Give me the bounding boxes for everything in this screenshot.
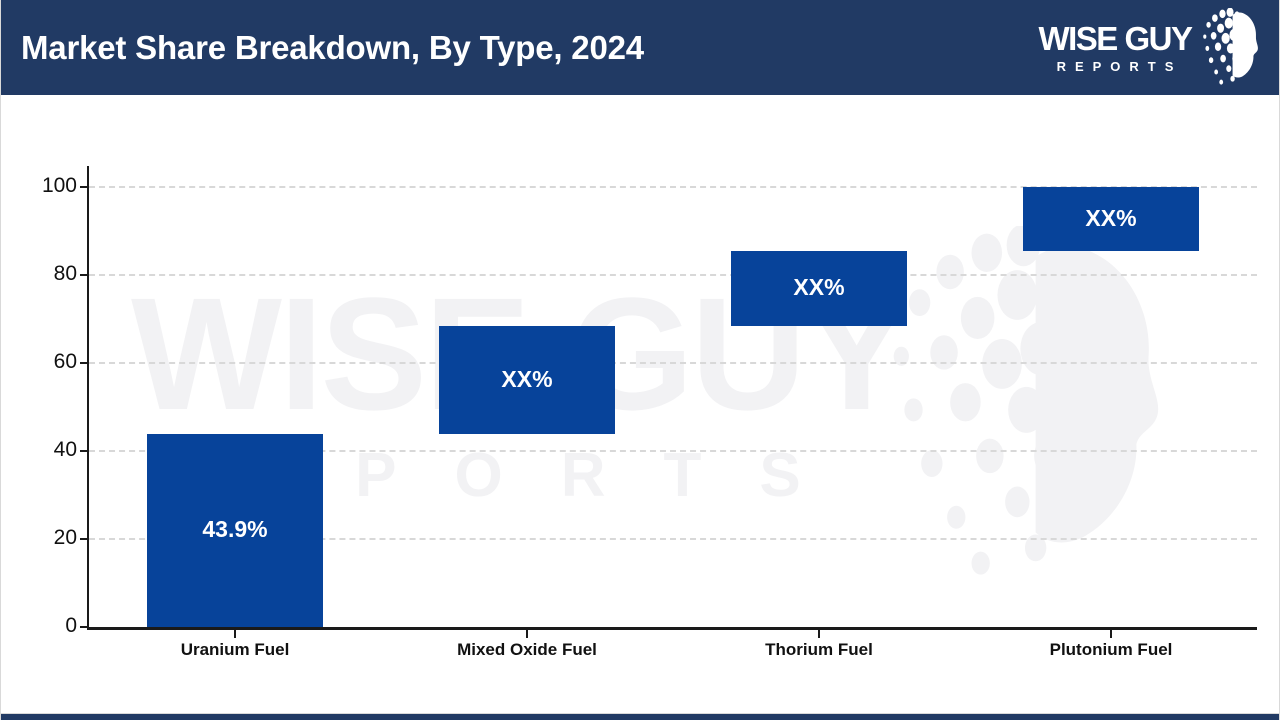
header-band: Market Share Breakdown, By Type, 2024 WI… bbox=[1, 0, 1279, 95]
bar-mixed-oxide-fuel bbox=[439, 326, 615, 434]
logo-text: WISE GUY REPORTS bbox=[1029, 20, 1201, 75]
x-category-label-uranium-fuel: Uranium Fuel bbox=[180, 640, 290, 659]
footer-band bbox=[1, 714, 1279, 720]
y-tick-label: 40 bbox=[53, 438, 77, 461]
y-tick-mark bbox=[80, 362, 89, 364]
bar-uranium-fuel bbox=[147, 433, 323, 627]
bar-value-label-thorium-fuel: XX% bbox=[793, 274, 845, 301]
bar-thorium-fuel bbox=[731, 250, 907, 327]
x-category-label-thorium-fuel: Thorium Fuel bbox=[765, 640, 873, 659]
gridline-40 bbox=[89, 450, 1257, 452]
y-axis-line bbox=[87, 166, 89, 630]
x-tick-mark bbox=[234, 630, 236, 638]
y-tick-label: 100 bbox=[41, 174, 77, 197]
y-tick-mark bbox=[80, 450, 89, 452]
y-tick-mark bbox=[80, 538, 89, 540]
y-tick-mark bbox=[80, 186, 89, 188]
bar-value-label-uranium-fuel: 43.9% bbox=[202, 516, 268, 543]
bar-plutonium-fuel bbox=[1023, 187, 1199, 251]
y-tick-label: 80 bbox=[53, 262, 77, 285]
bar-value-label-plutonium-fuel: XX% bbox=[1085, 204, 1137, 231]
y-tick-label: 0 bbox=[65, 614, 77, 637]
wise-guy-reports-logo: WISE GUY REPORTS bbox=[1029, 6, 1269, 90]
chart-title: Market Share Breakdown, By Type, 2024 bbox=[21, 28, 644, 66]
x-tick-mark bbox=[1110, 630, 1112, 638]
gridline-20 bbox=[89, 538, 1257, 540]
y-tick-label: 60 bbox=[53, 350, 77, 373]
x-tick-mark bbox=[526, 630, 528, 638]
x-category-label-mixed-oxide-fuel: Mixed Oxide Fuel bbox=[457, 640, 597, 659]
x-category-label-plutonium-fuel: Plutonium Fuel bbox=[1049, 640, 1173, 659]
x-axis-line bbox=[87, 627, 1257, 630]
x-tick-mark bbox=[818, 630, 820, 638]
y-tick-label: 20 bbox=[53, 526, 77, 549]
y-tick-mark bbox=[80, 274, 89, 276]
footer-divider bbox=[1, 713, 1279, 714]
logo-subtext: REPORTS bbox=[1056, 59, 1183, 74]
logo-wordmark: WISE GUY bbox=[1038, 20, 1193, 57]
gridline-60 bbox=[89, 362, 1257, 364]
gridline-80 bbox=[89, 274, 1257, 276]
gridline-100 bbox=[89, 186, 1257, 188]
y-tick-mark bbox=[80, 626, 89, 628]
bar-value-label-mixed-oxide-fuel: XX% bbox=[501, 365, 553, 392]
